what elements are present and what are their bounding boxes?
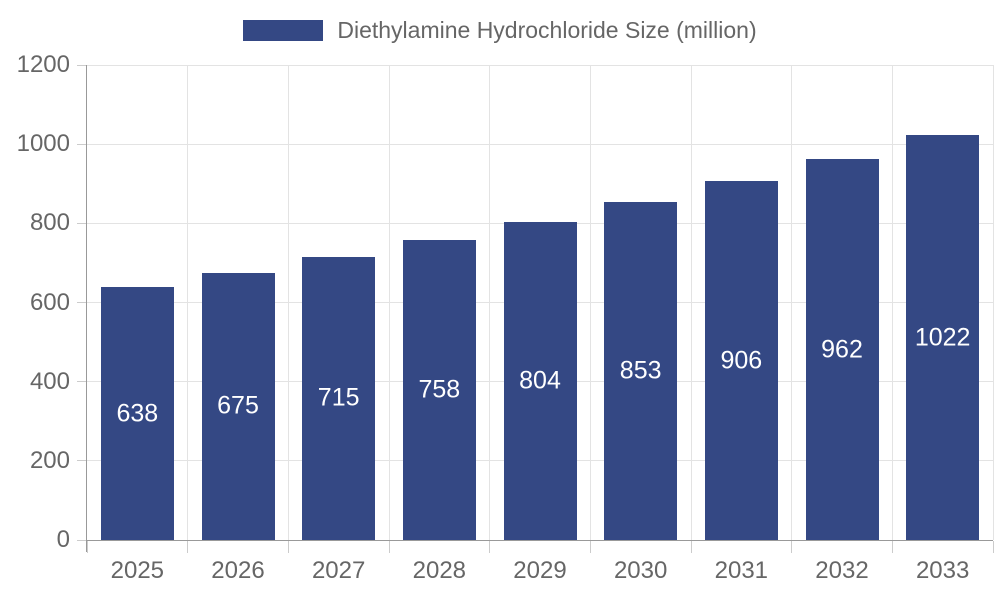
h-gridline: [87, 143, 993, 145]
bar[interactable]: [906, 135, 980, 540]
x-tick: [388, 541, 390, 553]
bar-value-label: 1022: [914, 323, 971, 352]
bar[interactable]: [704, 181, 778, 540]
bar[interactable]: [604, 202, 678, 540]
legend-label: Diethylamine Hydrochloride Size (million…: [337, 17, 757, 43]
y-tick: [77, 460, 86, 462]
y-axis-line: [86, 65, 87, 552]
v-gridline: [287, 65, 289, 540]
y-tick-label: 200: [29, 446, 70, 474]
x-tick-label: 2027: [311, 557, 366, 584]
bar[interactable]: [201, 272, 275, 540]
x-tick-label: 2030: [613, 557, 668, 584]
x-tick-label: 2026: [211, 557, 265, 584]
x-tick: [187, 541, 189, 553]
y-tick-label: 400: [29, 367, 70, 395]
v-gridline: [791, 65, 793, 540]
bar-value-label: 853: [619, 356, 662, 385]
bar-value-label: 715: [317, 383, 360, 412]
x-tick: [992, 541, 994, 553]
y-tick-label: 0: [56, 526, 70, 553]
y-tick-label: 1000: [16, 130, 70, 158]
y-axis: 0 200 400 600 800 1000 1200: [0, 51, 86, 553]
bar[interactable]: [100, 287, 174, 540]
y-tick: [77, 381, 86, 383]
y-tick: [77, 222, 86, 224]
y-tick: [77, 302, 86, 303]
y-tick-label: 600: [29, 288, 70, 316]
bar[interactable]: [805, 159, 879, 540]
x-tick: [287, 541, 289, 553]
y-tick: [77, 539, 86, 541]
bar-value-label: 758: [418, 375, 461, 404]
x-tick: [791, 541, 793, 553]
bar-value-label: 906: [720, 346, 763, 375]
y-tick: [77, 143, 86, 145]
bar-value-label: 804: [519, 366, 561, 395]
bar[interactable]: [402, 239, 476, 540]
v-gridline: [891, 65, 893, 540]
v-gridline: [489, 65, 491, 540]
v-gridline: [388, 65, 390, 540]
h-gridline: [87, 64, 993, 66]
x-tick-label: 2033: [915, 557, 970, 584]
x-tick: [86, 541, 88, 553]
y-tick-label: 800: [29, 209, 70, 237]
x-tick-label: 2032: [815, 557, 869, 584]
x-tick-label: 2029: [513, 557, 567, 584]
bar[interactable]: [302, 256, 376, 540]
bar-value-label: 962: [821, 335, 863, 364]
x-tick: [690, 541, 692, 553]
y-tick: [77, 64, 86, 66]
x-tick-label: 2028: [412, 557, 467, 584]
x-tick: [489, 541, 491, 553]
v-gridline: [187, 65, 189, 540]
x-axis: 2025 2026 2027 2028 2029 2030 2031 2032 2033: [86, 540, 994, 600]
bar-value-label: 638: [116, 399, 159, 428]
legend: Diethylamine Hydrochloride Size (million…: [0, 17, 1000, 44]
legend-swatch: [243, 20, 324, 41]
x-axis-line: [87, 540, 993, 541]
x-tick: [589, 541, 591, 553]
bar[interactable]: [503, 221, 577, 540]
y-tick-label: 1200: [16, 51, 70, 78]
x-tick: [891, 541, 893, 553]
x-tick-label: 2031: [714, 557, 769, 584]
v-gridline: [992, 65, 994, 540]
x-tick-label: 2025: [110, 557, 165, 584]
legend-item[interactable]: Diethylamine Hydrochloride Size (million…: [243, 17, 757, 44]
v-gridline: [690, 65, 692, 540]
plot-area: 638 675 715 758 804 853 906 962 1022: [87, 64, 994, 541]
v-gridline: [589, 65, 591, 540]
bar-value-label: 675: [217, 391, 259, 420]
